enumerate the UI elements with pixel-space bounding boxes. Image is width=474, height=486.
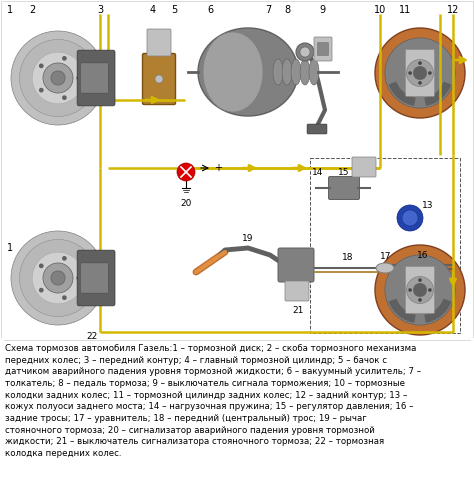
FancyBboxPatch shape	[143, 53, 175, 104]
Circle shape	[413, 66, 427, 80]
Ellipse shape	[198, 28, 298, 116]
Circle shape	[76, 76, 81, 80]
Ellipse shape	[282, 59, 292, 85]
Text: 7: 7	[265, 5, 271, 15]
Circle shape	[19, 39, 97, 117]
Text: 17: 17	[380, 251, 392, 260]
Text: 15: 15	[338, 168, 350, 176]
Text: Схема тормозов автомобиля Газель:1 – тормозной диск; 2 – скоба тормозного механи: Схема тормозов автомобиля Газель:1 – тор…	[5, 344, 421, 458]
Circle shape	[418, 278, 422, 282]
Circle shape	[418, 298, 422, 302]
Text: 2: 2	[29, 5, 35, 15]
FancyBboxPatch shape	[352, 157, 376, 177]
Text: +: +	[214, 163, 222, 173]
Circle shape	[300, 47, 310, 57]
Circle shape	[62, 95, 67, 100]
Circle shape	[62, 295, 67, 300]
Circle shape	[418, 61, 422, 65]
Circle shape	[408, 288, 412, 292]
FancyBboxPatch shape	[314, 37, 332, 61]
Text: 11: 11	[399, 5, 411, 15]
Circle shape	[408, 71, 412, 75]
Text: 18: 18	[342, 253, 354, 261]
FancyBboxPatch shape	[405, 266, 435, 313]
FancyBboxPatch shape	[307, 124, 327, 134]
Circle shape	[11, 231, 105, 325]
Circle shape	[296, 43, 314, 61]
Circle shape	[32, 52, 84, 104]
FancyBboxPatch shape	[285, 281, 309, 301]
Text: 1: 1	[7, 243, 13, 253]
Circle shape	[62, 256, 67, 260]
Circle shape	[375, 245, 465, 335]
FancyBboxPatch shape	[147, 29, 171, 56]
Text: 9: 9	[319, 5, 325, 15]
Circle shape	[407, 59, 434, 87]
Text: 1: 1	[7, 5, 13, 15]
Circle shape	[32, 252, 84, 304]
FancyBboxPatch shape	[405, 50, 435, 97]
Circle shape	[402, 210, 418, 226]
Circle shape	[76, 276, 81, 280]
Circle shape	[428, 71, 432, 75]
Text: 16: 16	[417, 250, 429, 260]
Text: 12: 12	[447, 5, 459, 15]
Text: 10: 10	[374, 5, 386, 15]
Text: 8: 8	[284, 5, 290, 15]
Circle shape	[177, 163, 195, 181]
FancyBboxPatch shape	[77, 50, 115, 106]
Circle shape	[51, 271, 65, 285]
Circle shape	[39, 263, 44, 268]
FancyBboxPatch shape	[328, 176, 359, 199]
Ellipse shape	[300, 59, 310, 85]
Circle shape	[43, 263, 73, 293]
Bar	[310, 158, 460, 333]
Ellipse shape	[203, 32, 263, 112]
Circle shape	[39, 64, 44, 68]
Text: 5: 5	[171, 5, 177, 15]
Circle shape	[385, 38, 455, 108]
Circle shape	[62, 56, 67, 61]
FancyBboxPatch shape	[81, 63, 109, 93]
Text: 13: 13	[422, 201, 434, 209]
Bar	[0, 338, 474, 486]
Circle shape	[385, 255, 455, 325]
Circle shape	[19, 240, 97, 316]
FancyBboxPatch shape	[278, 248, 314, 282]
FancyBboxPatch shape	[77, 250, 115, 306]
Text: 21: 21	[292, 306, 304, 314]
Text: 6: 6	[207, 5, 213, 15]
Circle shape	[375, 28, 465, 118]
Circle shape	[397, 205, 423, 231]
Circle shape	[407, 277, 434, 303]
Ellipse shape	[291, 59, 301, 85]
Circle shape	[39, 88, 44, 92]
Circle shape	[418, 81, 422, 85]
Circle shape	[11, 31, 105, 125]
Ellipse shape	[273, 59, 283, 85]
Text: 3: 3	[97, 5, 103, 15]
Circle shape	[39, 288, 44, 293]
Ellipse shape	[376, 263, 394, 273]
Ellipse shape	[309, 59, 319, 85]
Text: 22: 22	[86, 331, 98, 341]
Text: 20: 20	[180, 198, 191, 208]
Circle shape	[155, 75, 163, 83]
Text: 14: 14	[312, 168, 324, 176]
Circle shape	[413, 283, 427, 297]
FancyBboxPatch shape	[81, 263, 109, 293]
Circle shape	[428, 288, 432, 292]
Circle shape	[43, 63, 73, 93]
FancyBboxPatch shape	[318, 42, 328, 55]
Circle shape	[51, 71, 65, 85]
Text: 19: 19	[242, 233, 254, 243]
Text: 4: 4	[150, 5, 156, 15]
